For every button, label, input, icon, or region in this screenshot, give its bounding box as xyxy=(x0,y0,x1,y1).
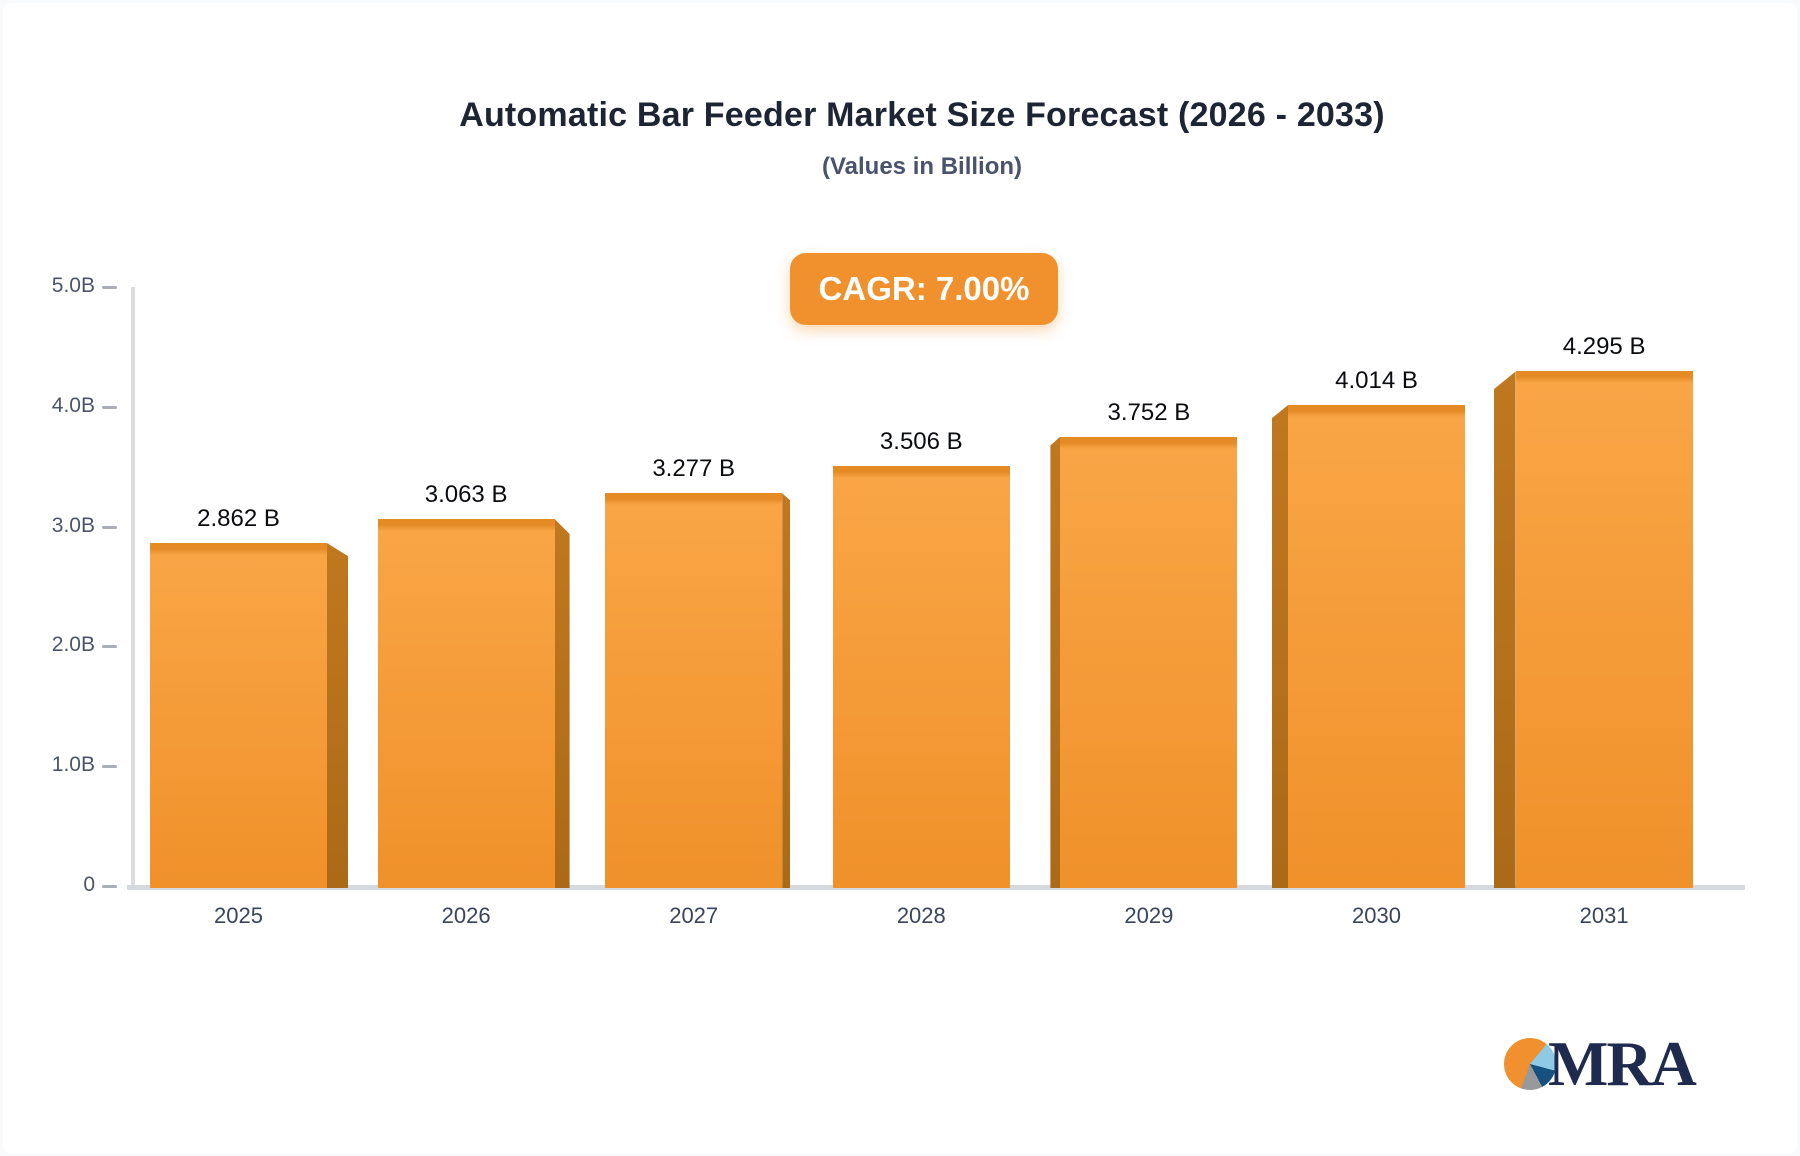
bar xyxy=(1060,436,1238,888)
y-axis-line xyxy=(131,287,135,890)
bar-3d-side xyxy=(1272,405,1288,888)
bar xyxy=(1515,371,1693,888)
bar-value-label: 3.063 B xyxy=(424,481,508,509)
cagr-badge: CAGR: 7.00% xyxy=(790,253,1058,325)
y-tick-label: 1.0B xyxy=(51,753,95,777)
bar-value-label: 3.752 B xyxy=(1107,398,1191,426)
y-tick-mark xyxy=(102,765,117,769)
x-axis-label: 2030 xyxy=(1352,903,1401,928)
bar-value-label: 3.277 B xyxy=(652,455,736,483)
y-tick-mark xyxy=(102,286,117,289)
y-tick-label: 4.0B xyxy=(51,393,95,417)
y-tick-label: 5.0B xyxy=(51,274,95,297)
y-tick-mark xyxy=(102,885,117,888)
chart-subtitle: (Values in Billion) xyxy=(821,153,1023,180)
x-axis-label: 2025 xyxy=(214,903,263,928)
y-tick-label: 3.0B xyxy=(51,513,95,537)
bar-3d-side xyxy=(554,519,570,888)
x-axis-label: 2027 xyxy=(669,903,719,928)
y-tick-label: 0 xyxy=(83,873,95,896)
bar-3d-side xyxy=(1050,436,1061,888)
bar-value-label: 3.506 B xyxy=(879,427,963,455)
bar xyxy=(377,519,555,888)
bar xyxy=(832,465,1010,888)
x-axis-label: 2026 xyxy=(441,903,491,928)
y-tick-mark xyxy=(102,525,117,529)
brand-logo-text: MRA xyxy=(1548,1028,1697,1099)
bar-3d-side xyxy=(1493,371,1516,888)
x-axis-label: 2028 xyxy=(896,903,946,928)
y-tick-label: 2.0B xyxy=(51,633,95,657)
brand-logo: MRA xyxy=(1504,1028,1697,1099)
x-axis-label: 2029 xyxy=(1124,903,1174,928)
bar-3d-side xyxy=(327,543,348,888)
pie-chart-logo-icon xyxy=(1504,1038,1556,1090)
bar-value-label: 4.295 B xyxy=(1562,333,1646,361)
x-axis-label: 2031 xyxy=(1579,903,1629,928)
y-tick-mark xyxy=(102,645,117,649)
bar xyxy=(605,493,783,888)
bar xyxy=(150,543,327,888)
title-block: Automatic Bar Feeder Market Size Forecas… xyxy=(22,96,1800,181)
bar-3d-side xyxy=(782,493,791,888)
bar xyxy=(1288,405,1465,888)
bar-value-label: 2.862 B xyxy=(197,505,280,533)
bar-value-label: 4.014 B xyxy=(1335,367,1418,395)
y-tick-mark xyxy=(102,405,117,409)
chart-title: Automatic Bar Feeder Market Size Forecas… xyxy=(459,96,1385,134)
